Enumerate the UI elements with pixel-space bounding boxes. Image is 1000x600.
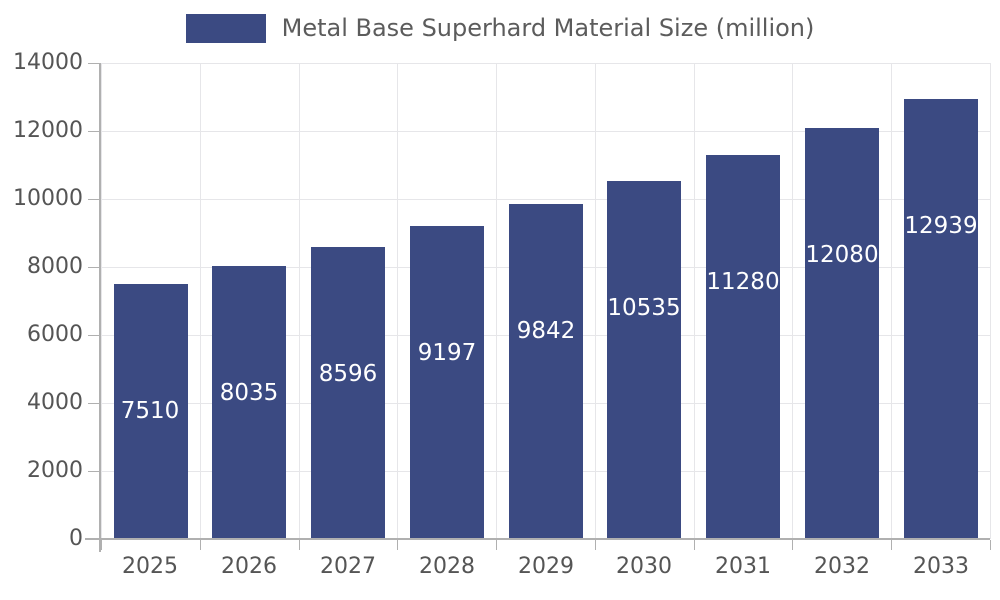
legend-label: Metal Base Superhard Material Size (mill…	[281, 14, 815, 42]
x-tick-label: 2029	[518, 554, 574, 579]
x-tick-label: 2033	[913, 554, 969, 579]
y-tick-mark	[88, 131, 100, 132]
x-tick-label: 2032	[814, 554, 870, 579]
x-tick-mark	[694, 540, 695, 550]
bar[interactable]	[607, 181, 681, 539]
x-tick-label: 2030	[616, 554, 672, 579]
y-tick-label: 10000	[13, 186, 83, 211]
bar-value-label: 9197	[417, 340, 477, 366]
y-tick-label: 8000	[27, 254, 83, 279]
x-tick-mark	[101, 540, 102, 550]
gridline-horizontal	[101, 131, 990, 132]
bar[interactable]	[410, 226, 484, 539]
x-tick-mark	[595, 540, 596, 550]
y-tick-mark	[88, 403, 100, 404]
y-tick-label: 4000	[27, 390, 83, 415]
bar-value-label: 11280	[706, 269, 780, 295]
y-tick-mark	[88, 335, 100, 336]
y-tick-label: 14000	[13, 50, 83, 75]
bar-value-label: 10535	[607, 295, 681, 321]
gridline-vertical	[792, 63, 793, 539]
y-tick-mark	[88, 199, 100, 200]
bar-value-label: 7510	[120, 398, 180, 424]
bar[interactable]	[212, 266, 286, 539]
gridline-vertical	[397, 63, 398, 539]
x-tick-mark	[397, 540, 398, 550]
x-tick-mark	[990, 540, 991, 550]
x-axis-line	[85, 538, 990, 540]
bar[interactable]	[805, 128, 879, 539]
x-tick-label: 2027	[320, 554, 376, 579]
x-tick-mark	[496, 540, 497, 550]
bar[interactable]	[114, 284, 188, 539]
gridline-horizontal	[101, 63, 990, 64]
bar[interactable]	[706, 155, 780, 539]
x-tick-label: 2026	[221, 554, 277, 579]
gridline-vertical	[891, 63, 892, 539]
gridline-vertical	[595, 63, 596, 539]
gridline-vertical	[299, 63, 300, 539]
bar-value-label: 8035	[219, 380, 279, 406]
y-tick-mark	[88, 267, 100, 268]
y-tick-label: 2000	[27, 458, 83, 483]
gridline-vertical	[990, 63, 991, 539]
bar-value-label: 9842	[516, 318, 576, 344]
y-axis-line	[99, 63, 101, 552]
plot-area: 7510 8035 8596 9197 9842 10535 11280 12080 12939	[101, 63, 991, 540]
bar-value-label: 12080	[805, 242, 879, 268]
x-tick-label: 2031	[715, 554, 771, 579]
y-tick-label: 0	[69, 526, 83, 551]
legend-entry[interactable]: Metal Base Superhard Material Size (mill…	[185, 13, 815, 43]
chart-legend: Metal Base Superhard Material Size (mill…	[0, 0, 1000, 56]
bar[interactable]	[509, 204, 583, 539]
bar-value-label: 12939	[904, 213, 978, 239]
legend-color-swatch	[185, 13, 266, 43]
gridline-vertical	[101, 63, 102, 539]
x-tick-mark	[200, 540, 201, 550]
gridline-vertical	[694, 63, 695, 539]
x-tick-mark	[299, 540, 300, 550]
x-tick-label: 2028	[419, 554, 475, 579]
y-tick-mark	[88, 539, 100, 540]
gridline-horizontal	[101, 199, 990, 200]
bar[interactable]	[311, 247, 385, 539]
x-tick-mark	[792, 540, 793, 550]
x-tick-label: 2025	[122, 554, 178, 579]
y-tick-mark	[88, 63, 100, 64]
gridline-vertical	[200, 63, 201, 539]
bar-value-label: 8596	[318, 361, 378, 387]
y-tick-label: 12000	[13, 118, 83, 143]
x-tick-mark	[891, 540, 892, 550]
y-tick-label: 6000	[27, 322, 83, 347]
y-tick-mark	[88, 471, 100, 472]
bar[interactable]	[904, 99, 978, 539]
gridline-vertical	[496, 63, 497, 539]
